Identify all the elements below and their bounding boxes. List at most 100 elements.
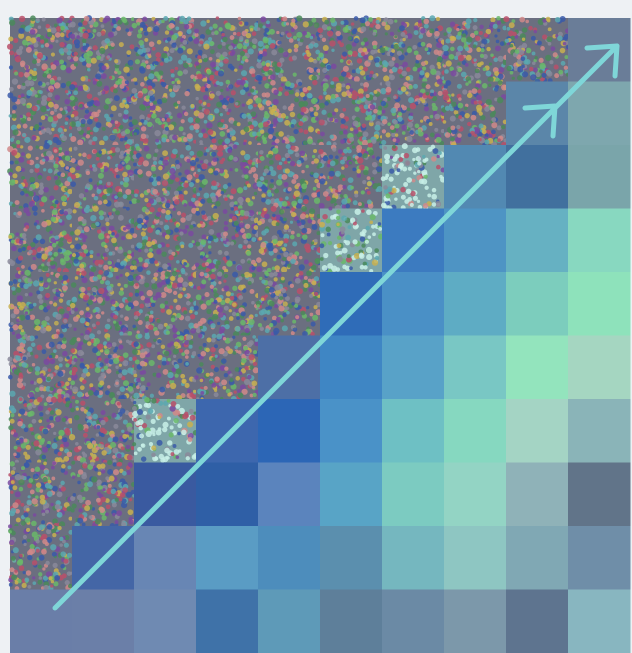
grid-cell <box>444 335 507 400</box>
grid-cell <box>317 15 385 84</box>
grid-cell <box>568 272 631 336</box>
grid-cell <box>506 272 569 336</box>
grid-cell <box>8 524 74 592</box>
grid-cell <box>568 335 631 400</box>
grid-cell <box>131 143 199 210</box>
grid-cell <box>444 145 507 209</box>
grid-cell <box>382 208 445 273</box>
grid-cell <box>69 143 137 211</box>
grid-cell <box>444 272 507 336</box>
grid-cell <box>503 15 571 85</box>
grid-cell <box>134 589 197 653</box>
grid-cell <box>442 16 509 84</box>
grid-cell <box>131 15 199 84</box>
grid-cell <box>320 272 383 336</box>
grid-cell <box>382 399 445 463</box>
grid-cell <box>258 589 321 653</box>
grid-cell <box>444 462 507 527</box>
grid-cell <box>7 205 74 275</box>
grid-cell <box>131 206 199 275</box>
grid-cell <box>132 269 199 338</box>
grid-cell <box>131 397 199 463</box>
grid-cell <box>72 589 135 653</box>
grid-cell <box>69 269 136 338</box>
grid-cell <box>194 206 262 273</box>
grid-cell <box>256 143 323 211</box>
grid-cell <box>506 399 569 463</box>
grid-cell <box>193 269 261 339</box>
diagonal-arrow-line <box>52 43 620 611</box>
grid-cell <box>568 526 631 590</box>
grid-cell <box>506 145 569 209</box>
grid-cell <box>444 399 507 463</box>
grid-cell <box>7 460 73 529</box>
grid-cell <box>196 589 259 653</box>
grid-cell <box>196 526 259 590</box>
grid-cell <box>258 526 321 590</box>
grid-cell <box>6 15 75 83</box>
grid-cell <box>255 78 323 148</box>
grid-cell <box>382 272 445 336</box>
grid-cell <box>506 208 569 273</box>
grid-cell <box>379 15 447 84</box>
grid-cell <box>568 462 631 527</box>
grid-cell <box>444 526 507 590</box>
grid-cell <box>69 205 137 274</box>
grid-cell <box>568 208 631 273</box>
grid-cell <box>441 79 509 149</box>
grid-cell <box>69 78 136 148</box>
grid-cell <box>320 462 383 527</box>
grid-cell <box>130 79 199 147</box>
grid-cell <box>382 335 445 400</box>
grid-cell <box>193 79 260 148</box>
grid-cell <box>255 270 322 337</box>
grid-cell <box>506 589 569 653</box>
grid-cell <box>193 16 261 84</box>
grid-cell <box>380 78 447 147</box>
grid-cell <box>134 526 197 590</box>
grid-cell <box>382 526 445 590</box>
grid-cell <box>506 526 569 590</box>
grid-cell <box>258 335 321 400</box>
grid-cell <box>196 399 259 463</box>
grid-cell <box>568 399 631 463</box>
grid-cell <box>7 142 75 212</box>
grid-cell <box>255 15 322 83</box>
grid-cell <box>380 143 446 212</box>
grid-cell <box>506 335 569 400</box>
grid-cell <box>194 143 261 210</box>
grid-cell <box>320 589 383 653</box>
grid-cell <box>568 81 631 146</box>
grid-cell <box>69 333 137 402</box>
grid-cell <box>506 81 569 146</box>
grid-cell <box>194 333 261 402</box>
grid-cell <box>69 15 136 84</box>
grid-cell <box>258 462 321 527</box>
grid-cell <box>444 208 507 273</box>
arrowhead-inner-icon <box>522 103 558 139</box>
grid-cell <box>68 397 137 465</box>
grid-cell <box>320 335 383 400</box>
grid-cell <box>70 460 137 529</box>
grid-cell <box>382 462 445 527</box>
grid-cell <box>318 81 384 147</box>
grid-cell <box>382 589 445 653</box>
grid-cell <box>317 142 384 211</box>
grid-cell <box>568 589 631 653</box>
grid-cell <box>568 145 631 209</box>
arrowhead-outer-icon <box>584 43 620 79</box>
grid-cell <box>7 333 74 402</box>
grid-cell <box>8 269 75 337</box>
grid-cell <box>7 78 74 146</box>
grid-cell <box>506 462 569 527</box>
grid-cell <box>256 205 323 275</box>
grid-cell <box>8 396 75 465</box>
grid-cell <box>320 526 383 590</box>
grid-cell <box>196 462 259 527</box>
grid-cell <box>444 589 507 653</box>
grid-cell <box>568 18 631 82</box>
grid-cell <box>131 333 198 401</box>
grid-cell <box>317 206 384 275</box>
